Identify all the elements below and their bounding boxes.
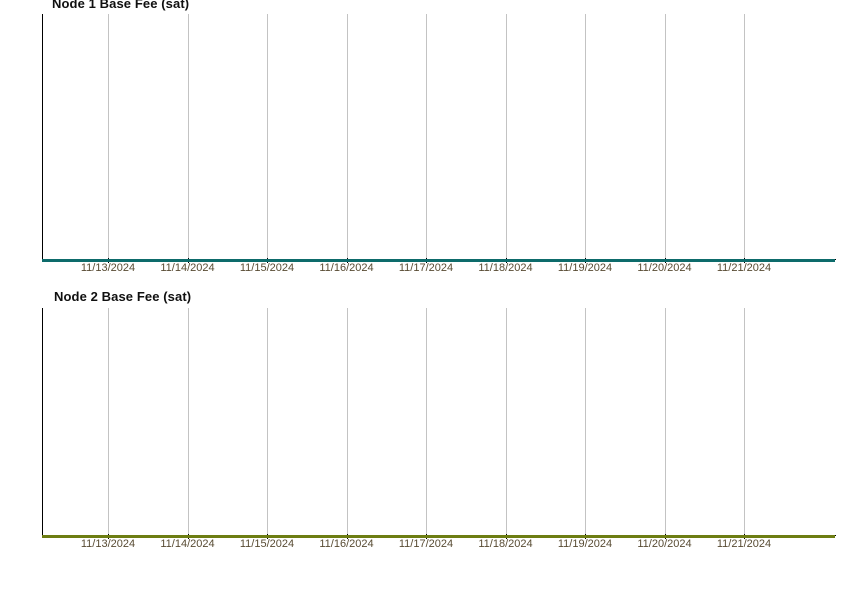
gridline	[585, 308, 586, 535]
gridline	[187, 308, 189, 535]
gridline	[664, 14, 666, 259]
x-tick-label: 11/20/2024	[637, 262, 692, 274]
gridline	[108, 308, 109, 535]
x-tick-labels-node-2: 11/13/2024 11/14/2024 11/15/2024 11/16/2024…	[42, 538, 836, 554]
x-tick-label: 11/14/2024	[160, 538, 215, 550]
gridline	[505, 14, 507, 259]
x-tick-label: 11/21/2024	[716, 262, 772, 274]
x-tick-label: 11/16/2024	[319, 262, 374, 274]
gridline	[187, 14, 189, 259]
x-tick-label: 11/17/2024	[398, 262, 454, 274]
chart-panel-node-2: Node 2 Base Fee (sat) 11/13/2024 11/14/20…	[0, 288, 860, 600]
y-axis-node-2	[42, 308, 43, 535]
gridline	[744, 14, 745, 259]
x-tick-label: 11/19/2024	[557, 538, 613, 550]
x-tick-label: 11/18/2024	[478, 538, 533, 550]
x-tick-label: 11/19/2024	[557, 262, 613, 274]
x-tick-label: 11/14/2024	[160, 262, 215, 274]
x-tick-label: 11/13/2024	[80, 538, 136, 550]
gridline	[267, 14, 268, 259]
gridline	[426, 308, 427, 535]
gridline	[267, 308, 268, 535]
gridline	[108, 14, 109, 259]
gridline	[664, 308, 666, 535]
gridline	[585, 14, 586, 259]
gridline	[346, 308, 348, 535]
x-tick-label: 11/16/2024	[319, 538, 374, 550]
x-tick-labels-node-1: 11/13/2024 11/14/2024 11/15/2024 11/16/2024…	[42, 262, 836, 278]
series-line-node-1	[42, 259, 835, 262]
gridline	[346, 14, 348, 259]
chart-panel-node-1: Node 1 Base Fee (sat) 11/13/2024 11/14/20…	[0, 0, 860, 290]
gridline	[505, 308, 507, 535]
series-line-node-2	[42, 535, 835, 538]
plot-area-node-2	[42, 308, 836, 539]
x-tick-label: 11/21/2024	[716, 538, 772, 550]
chart-title-node-2: Node 2 Base Fee (sat)	[54, 289, 192, 304]
chart-title-node-1: Node 1 Base Fee (sat)	[52, 0, 190, 11]
x-tick-label: 11/18/2024	[478, 262, 533, 274]
x-tick-label: 11/20/2024	[637, 538, 692, 550]
y-axis-node-1	[42, 14, 43, 259]
gridline	[426, 14, 427, 259]
x-tick-label: 11/17/2024	[398, 538, 454, 550]
x-tick-label: 11/15/2024	[239, 262, 295, 274]
x-tick-label: 11/15/2024	[239, 538, 295, 550]
x-tick-label: 11/13/2024	[80, 262, 136, 274]
gridline	[744, 308, 745, 535]
plot-area-node-1	[42, 14, 836, 263]
